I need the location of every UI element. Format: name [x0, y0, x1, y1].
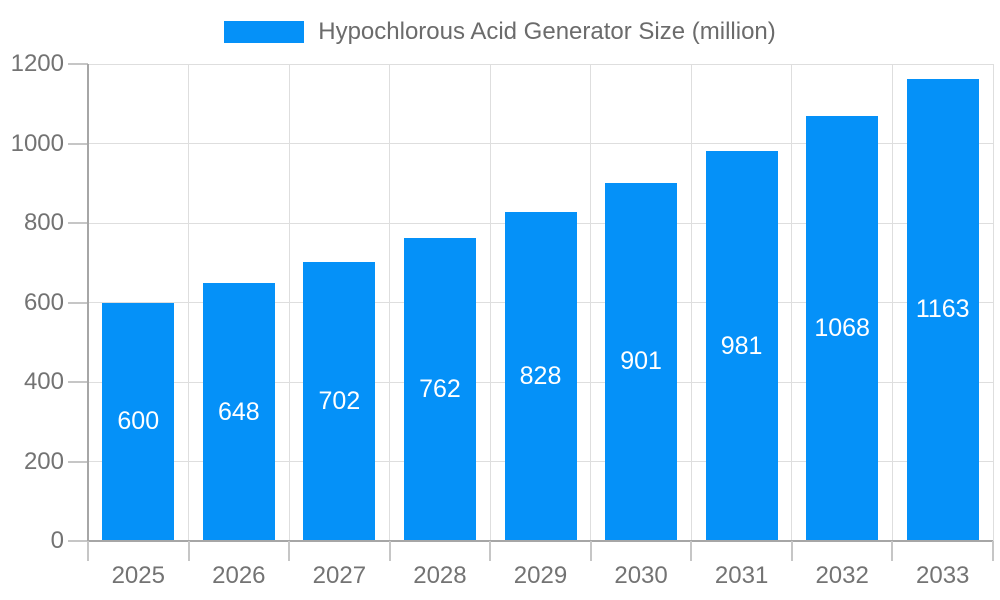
bar-value-label: 600 — [117, 407, 160, 436]
x-axis-label: 2026 — [212, 562, 266, 589]
bar-2029[interactable]: 828 — [504, 211, 577, 541]
x-axis-tick — [690, 541, 693, 561]
gridline-vertical — [992, 64, 994, 541]
y-axis-label: 1000 — [10, 129, 64, 157]
y-axis-label: 400 — [23, 368, 64, 395]
y-axis-tick — [68, 63, 88, 65]
gridline-vertical — [590, 64, 592, 541]
gridline-horizontal — [88, 63, 993, 65]
x-axis-tick — [288, 541, 291, 561]
x-axis-tick — [388, 541, 391, 561]
bar-2033[interactable]: 1163 — [906, 78, 979, 541]
bar-2028[interactable]: 762 — [403, 238, 476, 541]
bar-2030[interactable]: 901 — [605, 182, 678, 541]
bar-value-label: 901 — [620, 347, 662, 376]
x-axis-label: 2032 — [815, 562, 869, 589]
y-axis-label: 0 — [50, 527, 64, 554]
bar-value-label: 762 — [419, 375, 461, 404]
x-axis-tick — [992, 541, 994, 561]
x-axis-label: 2031 — [714, 562, 769, 589]
x-axis-label: 2028 — [413, 562, 467, 589]
y-axis-label: 200 — [23, 447, 64, 475]
y-axis-line — [87, 64, 89, 541]
gridline-vertical — [188, 64, 190, 541]
y-axis-tick — [68, 460, 88, 463]
x-axis-baseline — [88, 540, 993, 542]
legend-series-label: Hypochlorous Acid Generator Size (millio… — [318, 18, 776, 45]
y-axis-label: 1200 — [10, 50, 64, 77]
x-axis-label: 2027 — [312, 562, 367, 589]
legend-item[interactable]: Hypochlorous Acid Generator Size (millio… — [224, 18, 776, 46]
x-axis-tick — [589, 541, 592, 561]
x-axis-label: 2030 — [614, 562, 668, 589]
x-axis-label: 2025 — [111, 562, 165, 589]
x-axis-tick — [87, 541, 89, 561]
legend-swatch — [224, 21, 305, 43]
y-axis-tick — [68, 540, 88, 542]
bar-value-label: 702 — [318, 386, 361, 415]
bar-value-label: 1068 — [814, 314, 870, 343]
bar-2026[interactable]: 648 — [202, 283, 275, 541]
legend-row: Hypochlorous Acid Generator Size (millio… — [0, 18, 1000, 46]
y-axis-tick — [68, 381, 88, 383]
gridline-horizontal — [88, 143, 993, 144]
gridline-vertical — [389, 64, 391, 541]
bar-value-label: 1163 — [915, 295, 970, 324]
bar-2032[interactable]: 1068 — [806, 116, 879, 541]
y-axis-tick — [68, 301, 88, 304]
x-axis-tick — [790, 541, 793, 561]
bar-2025[interactable]: 600 — [102, 302, 175, 541]
x-axis-label: 2029 — [513, 562, 568, 589]
y-axis-label: 600 — [23, 288, 64, 316]
x-axis-tick — [187, 541, 190, 561]
y-axis-tick — [68, 142, 88, 145]
x-axis-label: 2033 — [916, 562, 970, 589]
gridline-vertical — [690, 64, 692, 541]
y-axis-tick — [68, 222, 88, 224]
gridline-vertical — [489, 64, 491, 541]
x-axis-tick — [891, 541, 894, 561]
x-axis-tick — [489, 541, 492, 561]
bar-2031[interactable]: 981 — [705, 151, 778, 541]
y-axis-label: 800 — [23, 209, 64, 236]
bar-2027[interactable]: 702 — [303, 261, 376, 541]
gridline-vertical — [791, 64, 793, 541]
gridline-vertical — [288, 64, 290, 541]
bar-value-label: 648 — [217, 397, 260, 426]
bar-value-label: 828 — [519, 361, 562, 390]
bar-value-label: 981 — [720, 331, 763, 360]
gridline-vertical — [891, 64, 893, 541]
